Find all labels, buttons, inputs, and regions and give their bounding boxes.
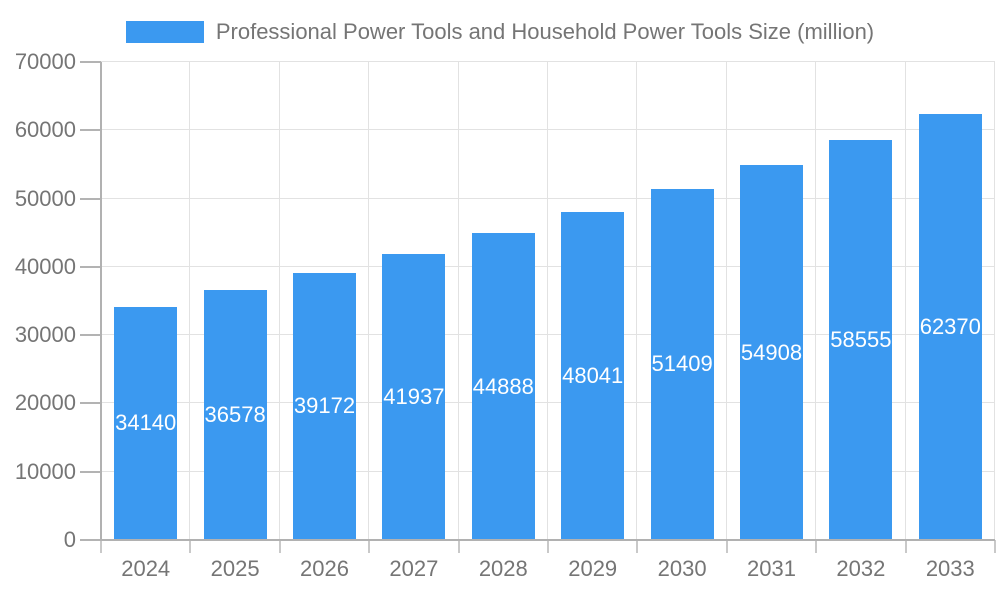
bar-value-label: 48041 xyxy=(562,362,624,388)
bar-value-label: 34140 xyxy=(115,410,177,436)
gridline-horizontal xyxy=(101,470,995,472)
bar-2033[interactable] xyxy=(918,114,982,540)
y-axis-label: 50000 xyxy=(14,185,76,211)
y-axis-tick xyxy=(80,470,101,473)
x-axis-tick xyxy=(636,540,639,553)
x-axis-label: 2027 xyxy=(389,556,439,581)
y-axis-tick xyxy=(80,265,101,268)
bar-2031[interactable] xyxy=(740,165,803,540)
x-axis-tick xyxy=(368,540,371,553)
gridline-vertical xyxy=(368,62,370,540)
y-axis-label: 70000 xyxy=(14,49,76,74)
bar-value-label: 41937 xyxy=(383,383,445,409)
y-axis-label: 0 xyxy=(63,527,76,552)
bar-2029[interactable] xyxy=(561,211,625,540)
y-axis-label: 30000 xyxy=(14,322,76,348)
legend-swatch xyxy=(125,21,204,43)
x-axis-tick xyxy=(189,540,192,553)
gridline-vertical xyxy=(636,62,638,540)
bar-2025[interactable] xyxy=(203,290,267,540)
x-axis-label: 2028 xyxy=(478,556,528,581)
gridline-vertical xyxy=(547,62,548,540)
y-axis-tick xyxy=(80,129,101,132)
x-axis-tick xyxy=(994,540,996,553)
bar-2024[interactable] xyxy=(114,306,178,540)
gridline-horizontal xyxy=(101,334,995,336)
bar-2026[interactable] xyxy=(293,272,356,540)
gridline-vertical xyxy=(815,62,817,540)
gridline-vertical xyxy=(904,62,906,540)
chart-legend[interactable]: Professional Power Tools and Household P… xyxy=(0,17,1000,47)
gridline-horizontal xyxy=(101,197,995,199)
y-axis-line xyxy=(100,62,102,540)
x-axis-tick xyxy=(904,540,907,553)
y-axis-label: 10000 xyxy=(14,458,76,484)
gridline-horizontal xyxy=(101,402,995,404)
gridline-horizontal xyxy=(101,265,995,267)
x-axis-label: 2032 xyxy=(836,556,886,581)
y-axis-tick xyxy=(80,197,101,200)
x-axis-label: 2024 xyxy=(121,556,171,581)
y-axis-tick xyxy=(80,539,101,541)
x-axis-tick xyxy=(547,540,549,553)
x-axis-tick xyxy=(725,540,728,553)
bar-value-label: 54908 xyxy=(740,339,803,365)
bar-2030[interactable] xyxy=(650,188,714,540)
y-axis-tick xyxy=(80,61,101,63)
bar-2032[interactable] xyxy=(829,140,893,540)
bar-2027[interactable] xyxy=(382,253,446,540)
x-axis-label: 2026 xyxy=(300,556,349,581)
gridline-vertical xyxy=(278,62,280,540)
gridline-vertical xyxy=(457,62,459,540)
x-axis-tick xyxy=(100,540,102,553)
x-axis-tick xyxy=(457,540,460,553)
x-axis-tick xyxy=(278,540,281,553)
x-axis-tick xyxy=(815,540,818,553)
bar-value-label: 62370 xyxy=(919,314,981,340)
gridline-horizontal xyxy=(101,129,995,131)
gridline-vertical xyxy=(994,62,995,540)
bar-2028[interactable] xyxy=(471,233,535,540)
bar-value-label: 39172 xyxy=(293,393,356,419)
gridline-vertical xyxy=(725,62,727,540)
gridline-horizontal xyxy=(101,61,995,62)
x-axis-label: 2030 xyxy=(657,556,707,581)
gridline-vertical xyxy=(189,62,191,540)
bar-value-label: 58555 xyxy=(830,327,892,353)
x-axis-label: 2025 xyxy=(210,556,260,581)
y-axis-label: 60000 xyxy=(14,117,76,143)
bar-value-label: 51409 xyxy=(651,351,713,377)
x-axis-line xyxy=(100,539,995,541)
y-axis-label: 20000 xyxy=(14,390,76,416)
x-axis-label: 2029 xyxy=(568,556,618,581)
x-axis-label: 2031 xyxy=(747,556,796,581)
x-axis-label: 2033 xyxy=(925,556,975,581)
bar-value-label: 36578 xyxy=(204,402,266,428)
y-axis-label: 40000 xyxy=(14,253,76,279)
bar-value-label: 44888 xyxy=(472,373,534,399)
y-axis-tick xyxy=(80,334,101,337)
legend-label: Professional Power Tools and Household P… xyxy=(215,19,875,44)
y-axis-tick xyxy=(80,402,101,405)
